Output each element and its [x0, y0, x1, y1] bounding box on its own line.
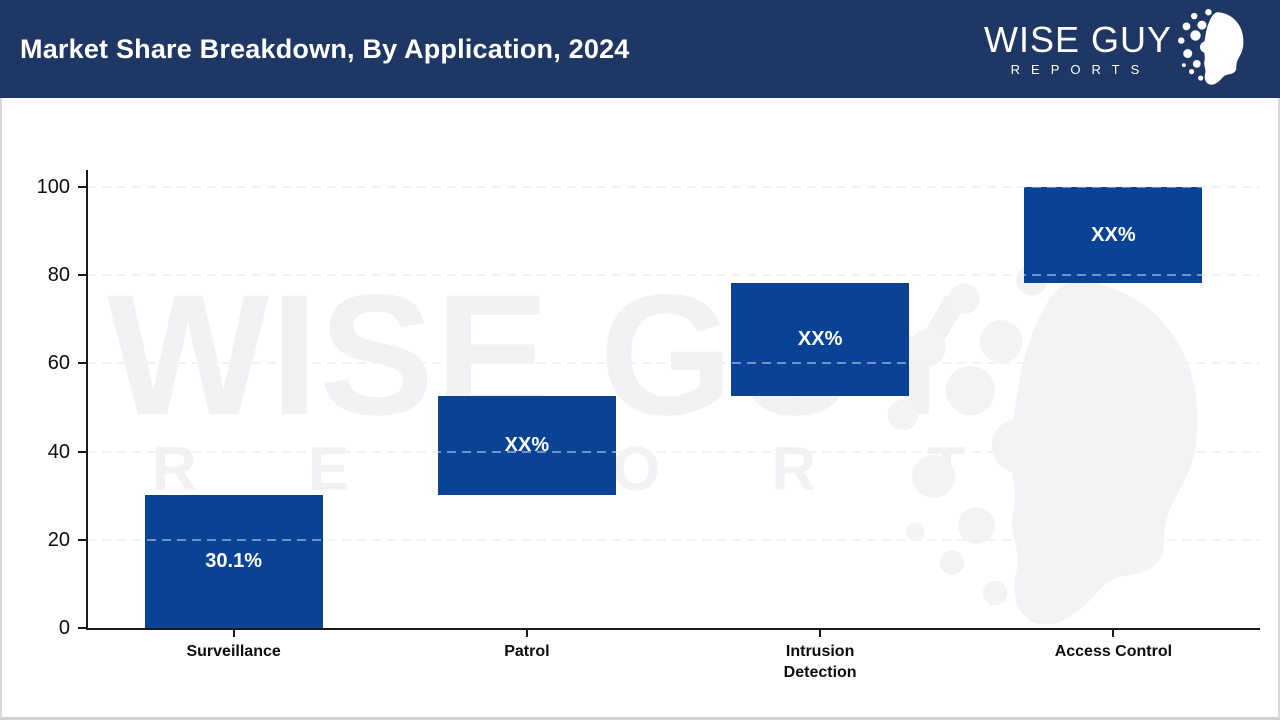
- x-axis-tick: [1112, 630, 1115, 637]
- chart-title: Market Share Breakdown, By Application, …: [20, 33, 630, 64]
- gridline-overlay: [87, 274, 1260, 277]
- header-banner: Market Share Breakdown, By Application, …: [0, 0, 1280, 98]
- logo-wordmark: WISE GUY: [983, 18, 1172, 60]
- bar: XX%: [437, 396, 616, 496]
- logo-head-icon: [1168, 7, 1254, 91]
- gridline-overlay: [87, 186, 1260, 188]
- x-category-label: Surveillance: [186, 643, 281, 660]
- bar-value-label: XX%: [1091, 223, 1136, 246]
- gridline: [87, 538, 1260, 541]
- gridline: [87, 186, 1260, 188]
- y-axis-tick: [78, 362, 87, 365]
- x-axis-tick: [819, 630, 822, 637]
- y-axis-tick: [78, 450, 87, 453]
- bar: XX%: [1024, 187, 1203, 284]
- x-category-label: Intrusion Detection: [783, 643, 857, 681]
- y-axis-tick: [78, 186, 87, 188]
- gridline-overlay: [87, 450, 1260, 453]
- wise-guy-reports-logo: WISE GUY REPORTS: [984, 7, 1254, 91]
- y-axis-tick: [78, 274, 87, 277]
- y-axis-tick: [78, 627, 87, 629]
- logo-text: WISE GUY REPORTS: [983, 18, 1172, 77]
- bar-value-label: 30.1%: [205, 550, 262, 573]
- bar-value-label: XX%: [504, 434, 550, 457]
- y-axis-line: [86, 170, 88, 630]
- x-category-label: Patrol: [504, 643, 550, 660]
- y-axis-tick-label: 40: [47, 440, 70, 463]
- chart-area: WISE GUY R E P O R T S 0 20 40 60 80 100 30.1%…: [0, 98, 1280, 720]
- gridline: [87, 362, 1260, 365]
- watermark-subtitle: R E P O R T S: [152, 435, 1165, 504]
- gridline: [87, 450, 1260, 453]
- gridline-overlay: [87, 538, 1260, 541]
- gridline-overlay: [87, 362, 1260, 365]
- gridline: [87, 274, 1260, 277]
- x-axis-line: [86, 628, 1260, 630]
- y-axis-tick-label: 60: [47, 352, 70, 375]
- bar: 30.1%: [144, 495, 323, 628]
- bar-value-label: XX%: [797, 328, 843, 351]
- y-axis-tick-label: 20: [47, 528, 70, 551]
- x-axis-tick: [232, 630, 235, 637]
- logo-subtitle: REPORTS: [1010, 61, 1151, 77]
- y-axis-tick-label: 100: [36, 176, 70, 198]
- y-axis-tick-label: 0: [58, 617, 70, 639]
- plot-region: 0 20 40 60 80 100 30.1% Surveillance XX% Patrol XX…: [2, 98, 1278, 717]
- x-category-label: Access Control: [1054, 643, 1173, 660]
- bar: XX%: [731, 283, 910, 397]
- x-axis-tick: [525, 630, 528, 637]
- y-axis-tick-label: 80: [47, 264, 70, 287]
- y-axis-tick: [78, 538, 87, 541]
